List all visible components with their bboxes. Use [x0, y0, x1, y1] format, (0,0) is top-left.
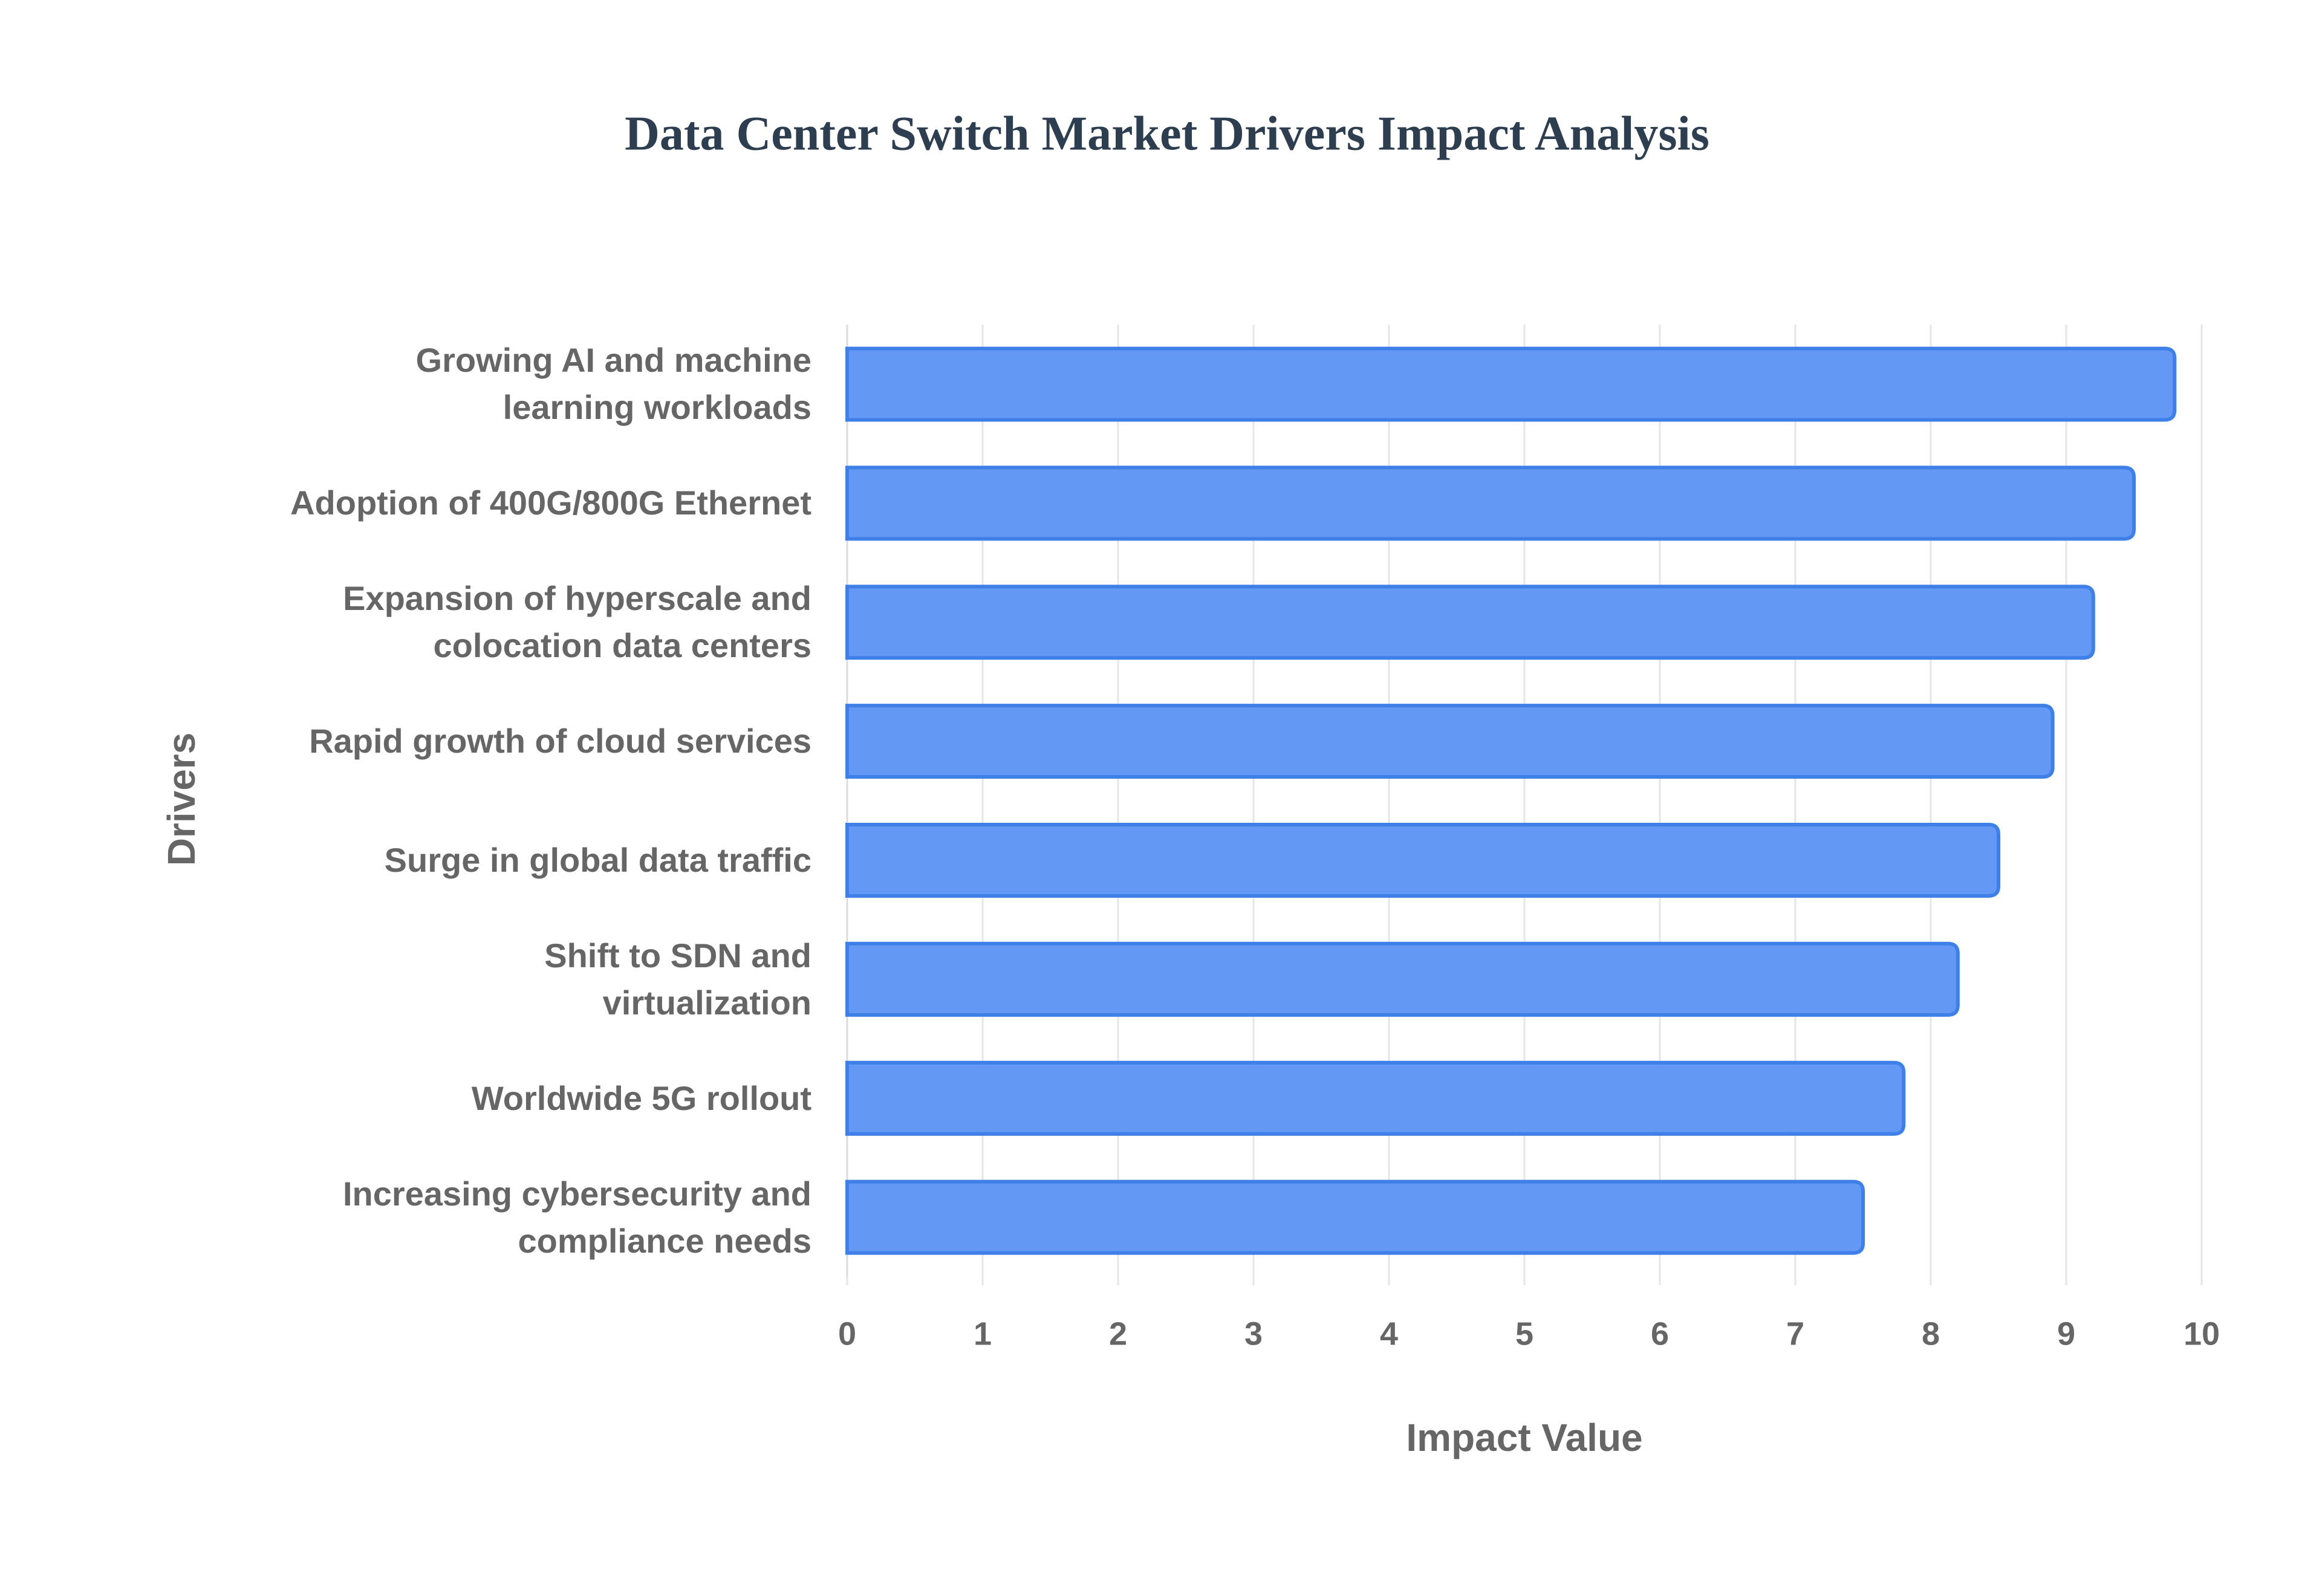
x-tick-label: 7: [1786, 1315, 1804, 1352]
x-axis-title: Impact Value: [1406, 1416, 1642, 1459]
bar: [845, 585, 2095, 660]
bar: [845, 1179, 1865, 1255]
x-tick-label: 6: [1651, 1315, 1669, 1352]
bar: [845, 822, 2000, 898]
y-axis-title: Drivers: [160, 733, 203, 866]
x-tick-label: 5: [1515, 1315, 1533, 1352]
x-tick-label: 1: [974, 1315, 992, 1352]
bar: [845, 941, 1960, 1017]
y-tick-label: Growing AI and machine learning workload…: [415, 341, 811, 427]
y-tick-label: Expansion of hyperscale and colocation d…: [343, 579, 811, 665]
x-tick-label: 2: [1109, 1315, 1127, 1352]
x-tick-label: 8: [1922, 1315, 1940, 1352]
bar: [845, 1060, 1906, 1136]
bar: [845, 704, 2055, 779]
x-tick-label: 3: [1244, 1315, 1263, 1352]
y-tick-label: Worldwide 5G rollout: [471, 1079, 811, 1117]
y-tick-label: Surge in global data traffic: [384, 840, 811, 879]
y-tick-label: Rapid growth of cloud services: [309, 722, 811, 761]
x-tick-label: 10: [2184, 1315, 2220, 1352]
y-tick-label: Adoption of 400G/800G Ethernet: [290, 484, 811, 522]
bar: [845, 346, 2177, 422]
bar: [845, 465, 2136, 541]
x-tick-label: 4: [1380, 1315, 1398, 1352]
chart-title: Data Center Switch Market Drivers Impact…: [625, 107, 1709, 160]
y-tick-label: Increasing cybersecurity and compliance …: [342, 1174, 811, 1260]
x-tick-label: 9: [2057, 1315, 2075, 1352]
x-tick-label: 0: [838, 1315, 856, 1352]
y-tick-label: Shift to SDN and virtualization: [544, 936, 811, 1022]
